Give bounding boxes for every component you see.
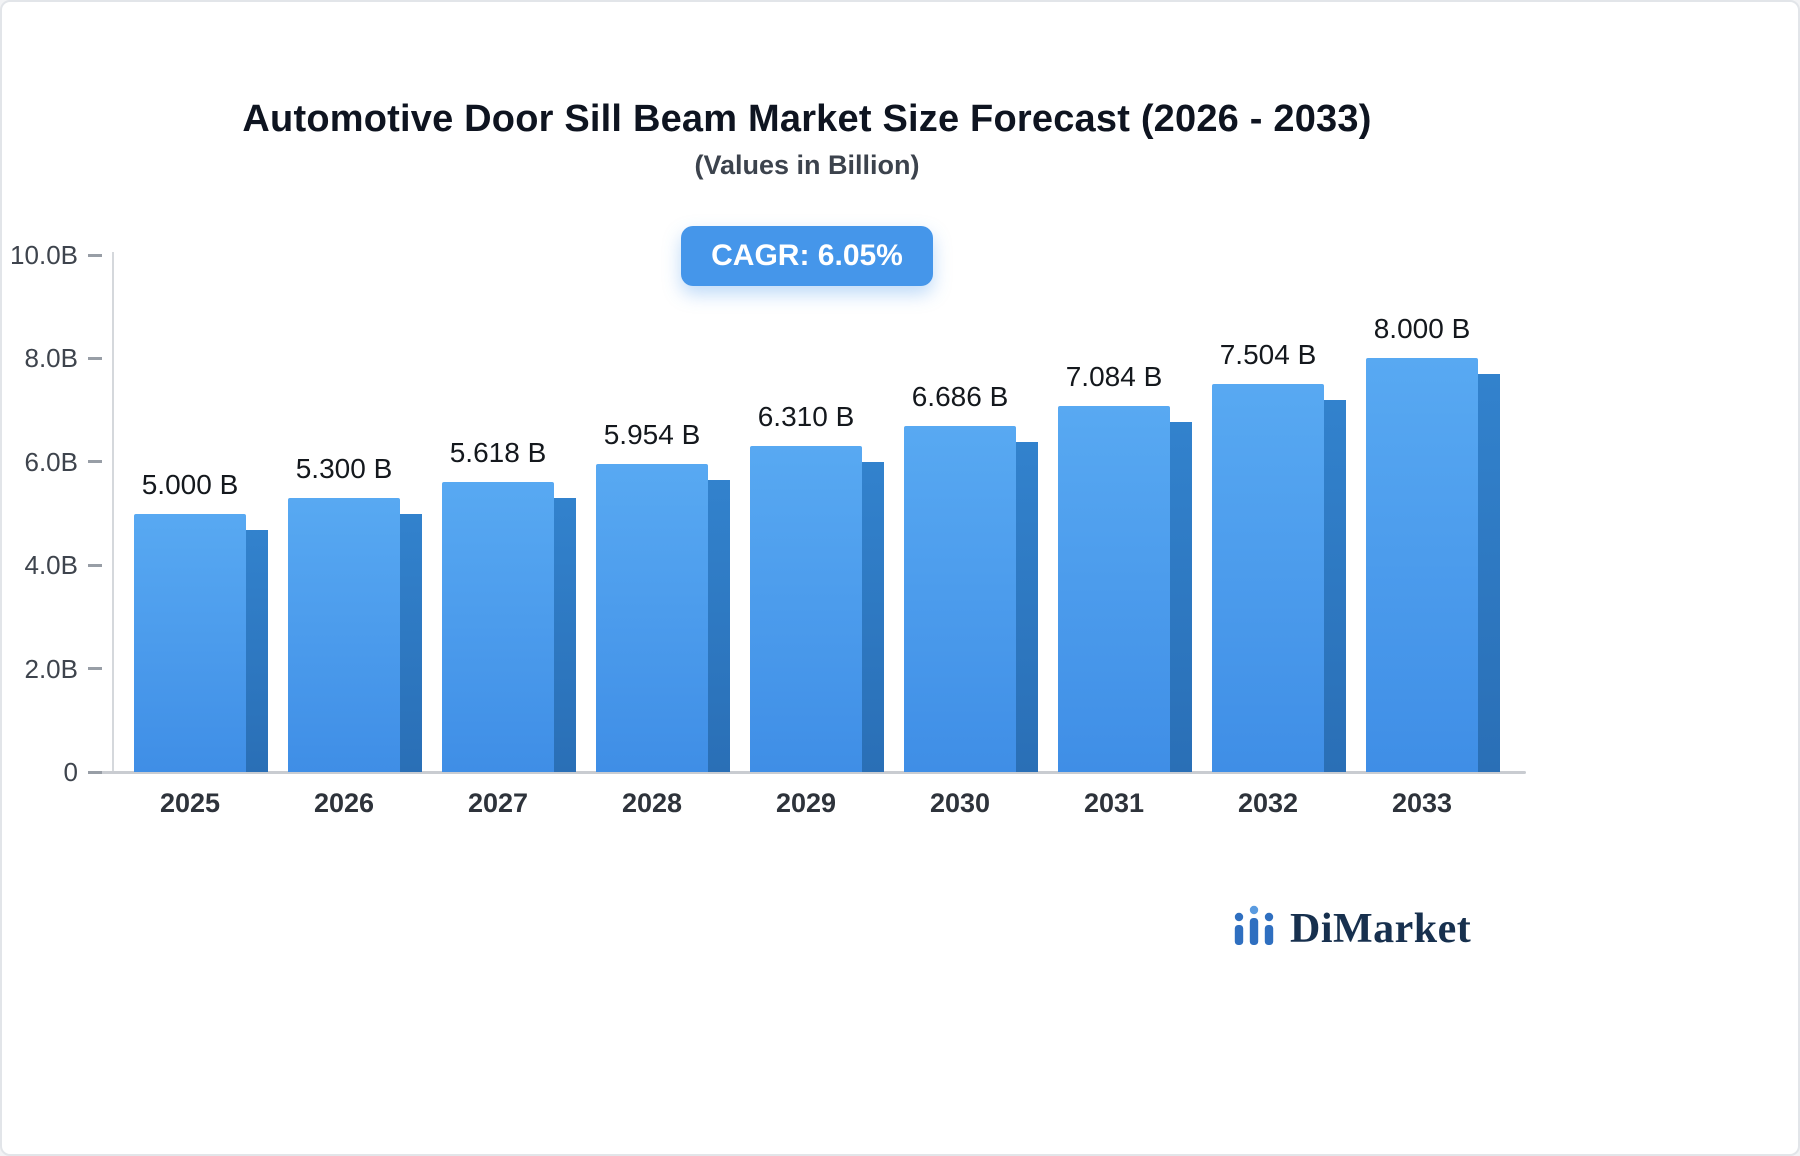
bar-side <box>1170 421 1192 772</box>
x-axis-label: 2027 <box>467 788 529 818</box>
bar <box>134 513 246 772</box>
y-axis-tick <box>88 770 102 774</box>
bar-value-label: 5.954 B <box>603 419 701 451</box>
x-axis-label: 2026 <box>313 788 375 818</box>
bar-value-label: 5.000 B <box>141 468 239 500</box>
y-axis-line <box>112 252 114 772</box>
x-axis-label: 2028 <box>621 788 683 818</box>
y-axis-label: 4.0B <box>24 550 79 581</box>
bar-value-label: 6.686 B <box>911 381 1009 413</box>
dimarket-logo: DiMarket <box>1230 902 1471 955</box>
chart-title: Automotive Door Sill Beam Market Size Fo… <box>242 98 1372 140</box>
cagr-badge-row: CAGR: 6.05% <box>2 226 1612 286</box>
y-axis-label: 0 <box>63 757 78 787</box>
y-axis-label: 8.0B <box>24 343 79 374</box>
y-axis-label: 10.0B <box>10 240 78 270</box>
bar <box>596 464 708 772</box>
y-axis-tick <box>88 563 102 567</box>
y-axis-tick <box>88 356 102 360</box>
y-axis-label: 2.0B <box>24 653 79 684</box>
y-axis-tick <box>88 253 102 257</box>
bar <box>1058 405 1170 772</box>
x-axis-label: 2025 <box>159 788 221 818</box>
x-axis-label: 2033 <box>1391 788 1453 818</box>
bar-value-label: 8.000 B <box>1373 313 1471 345</box>
bar-side <box>400 513 422 772</box>
bar <box>750 445 862 772</box>
dimarket-logo-icon <box>1230 902 1278 955</box>
bar-value-label: 6.310 B <box>757 400 855 432</box>
x-axis-label: 2029 <box>775 788 837 818</box>
x-axis-line <box>96 771 1526 774</box>
bar <box>1212 384 1324 772</box>
x-axis-label: 2030 <box>929 788 991 818</box>
bar-value-label: 7.084 B <box>1065 360 1163 392</box>
y-axis-label: 6.0B <box>24 446 79 477</box>
bar-value-label: 5.618 B <box>449 436 547 468</box>
bar-value-label: 5.300 B <box>295 452 393 484</box>
bar-side <box>246 529 268 772</box>
x-axis-label: 2032 <box>1237 788 1299 818</box>
bar <box>442 481 554 772</box>
dimarket-logo-text: DiMarket <box>1290 905 1472 952</box>
bar-side <box>1478 374 1500 772</box>
cagr-badge: CAGR: 6.05% <box>681 226 933 286</box>
bar <box>1366 358 1478 772</box>
y-axis-tick <box>88 460 102 464</box>
chart-subtitle: (Values in Billion) <box>694 150 920 180</box>
bar <box>288 497 400 772</box>
bar-side <box>1016 442 1038 772</box>
bar-side <box>708 480 730 772</box>
x-axis-label: 2031 <box>1083 788 1145 818</box>
y-axis-tick <box>88 667 102 671</box>
bar-side <box>554 497 576 772</box>
bar <box>904 426 1016 772</box>
bar-value-label: 7.504 B <box>1219 339 1317 371</box>
bar-side <box>862 461 884 772</box>
bar-side <box>1324 400 1346 772</box>
